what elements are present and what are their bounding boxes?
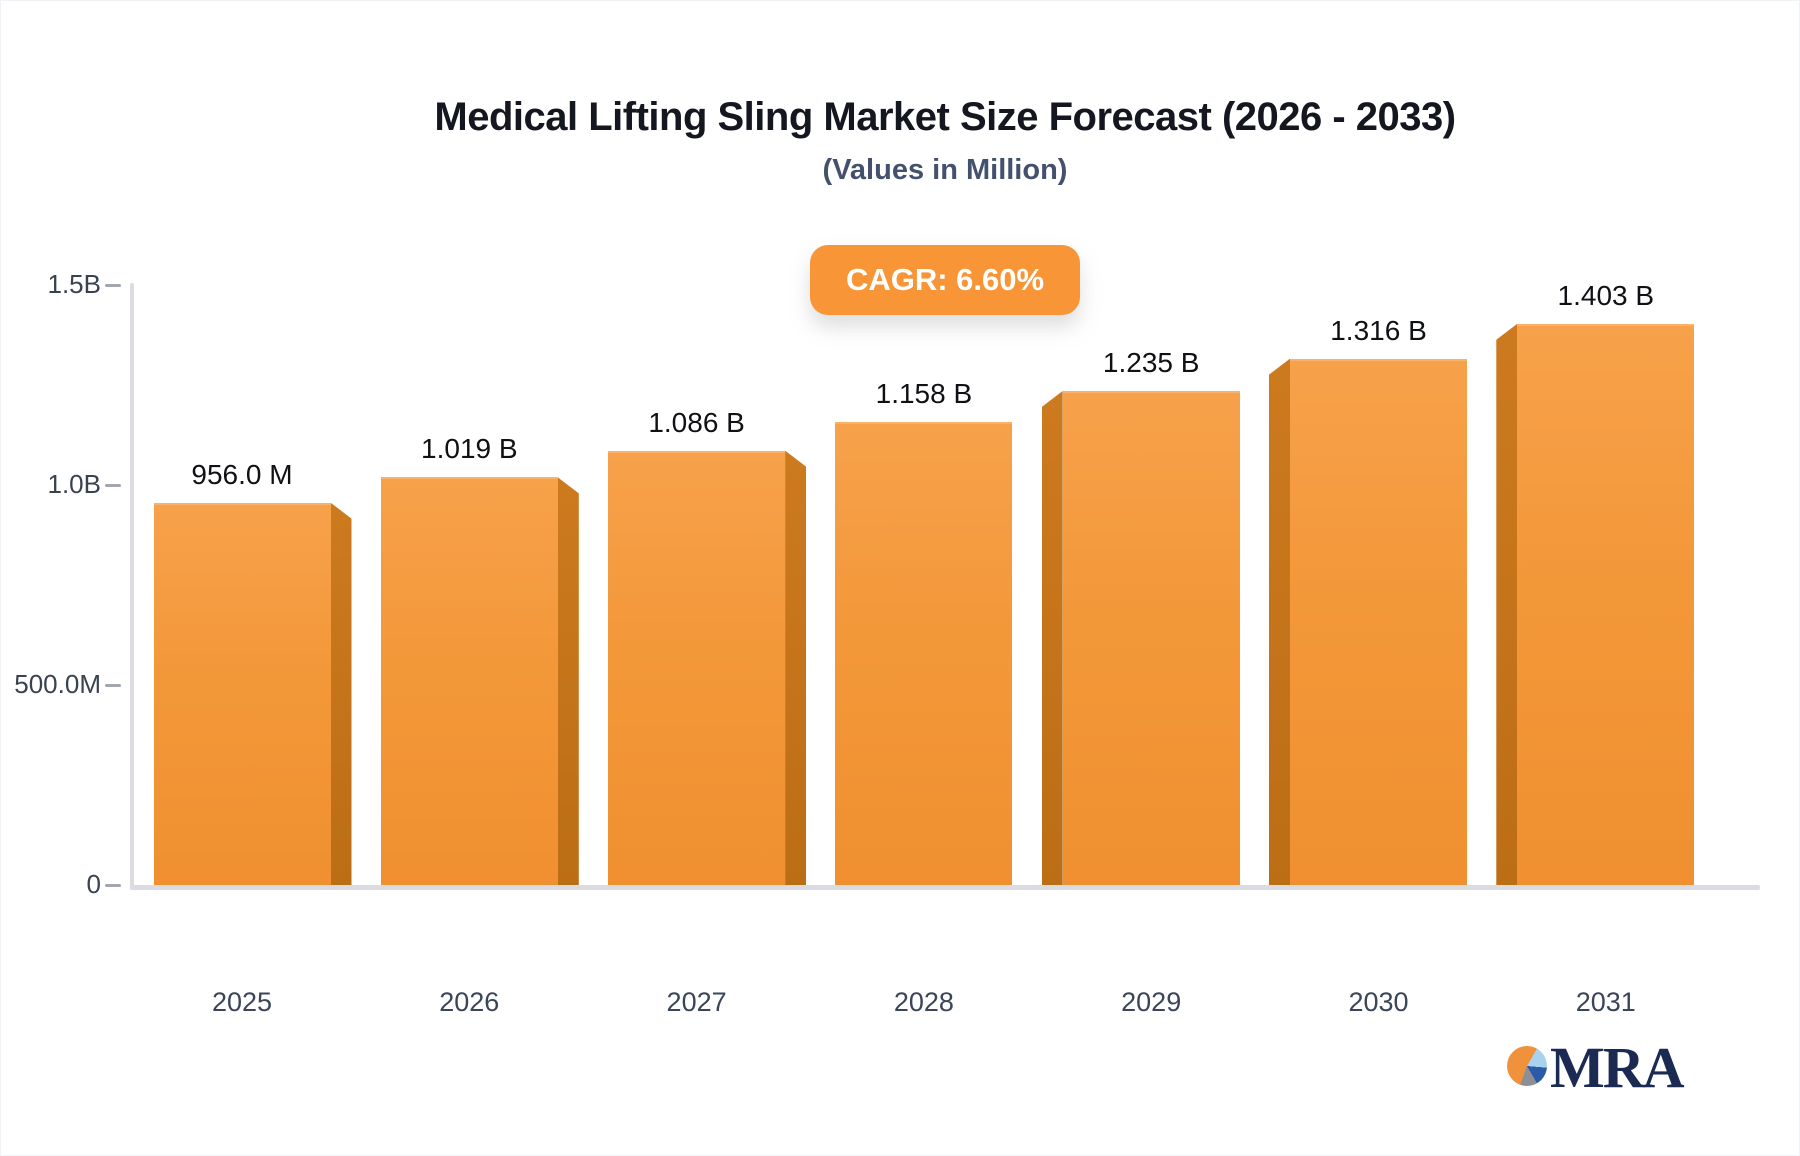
x-axis-label: 2025 <box>211 987 273 1017</box>
bar-value-label: 1.158 B <box>875 377 973 409</box>
bar-side-face <box>557 477 579 885</box>
y-tick-mark <box>105 883 121 887</box>
cagr-badge-row: CAGR: 6.60% <box>131 245 1759 315</box>
y-tick-label: 500.0M <box>14 669 101 699</box>
bar-value-label: 1.403 B <box>1557 279 1655 311</box>
bar-value-label: 1.316 B <box>1330 314 1427 346</box>
bar-2026 <box>380 477 558 885</box>
bar-2031 <box>1517 323 1695 885</box>
bar-value-label: 1.086 B <box>648 406 745 438</box>
y-tick-mark <box>105 483 121 487</box>
bar-value-label: 956.0 M <box>191 458 293 490</box>
bar-2029 <box>1062 391 1240 885</box>
bar-value-label: 1.235 B <box>1102 347 1200 378</box>
x-axis-label: 2031 <box>1575 987 1636 1017</box>
y-tick-label: 1.5B <box>47 269 102 299</box>
cagr-badge: CAGR: 6.60% <box>809 245 1081 315</box>
bar-2027 <box>608 450 786 885</box>
bar-side-face <box>1041 391 1063 885</box>
pie-chart-logo-icon <box>1507 1046 1547 1086</box>
x-axis-label: 2028 <box>893 987 954 1017</box>
x-axis-line <box>130 885 1760 890</box>
mra-logo: MRA <box>1507 1035 1685 1100</box>
bar-side-face <box>785 450 807 885</box>
logo-text: MRA <box>1550 1035 1685 1100</box>
x-axis-label: 2026 <box>439 987 500 1017</box>
chart-header: Medical Lifting Sling Market Size Foreca… <box>131 1 1759 315</box>
y-tick-mark <box>105 683 121 687</box>
bar-side-face <box>330 502 352 885</box>
bar-side-face <box>1269 358 1290 885</box>
y-axis-line <box>130 283 134 889</box>
x-axis-label: 2027 <box>666 987 727 1017</box>
bar-2028 <box>835 421 1013 885</box>
bar-2025 <box>153 502 331 885</box>
y-tick-label: 1.0B <box>47 469 102 499</box>
y-tick-mark <box>105 283 121 287</box>
chart-subtitle: (Values in Million) <box>822 154 1068 186</box>
bar-value-label: 1.019 B <box>421 433 518 465</box>
y-tick-label: 0 <box>86 869 101 899</box>
x-axis-label: 2029 <box>1121 987 1182 1017</box>
bar-side-face <box>1496 323 1518 885</box>
x-axis-label: 2030 <box>1348 987 1409 1017</box>
bar-2030 <box>1290 358 1467 885</box>
chart-title: Medical Lifting Sling Market Size Foreca… <box>434 95 1456 139</box>
